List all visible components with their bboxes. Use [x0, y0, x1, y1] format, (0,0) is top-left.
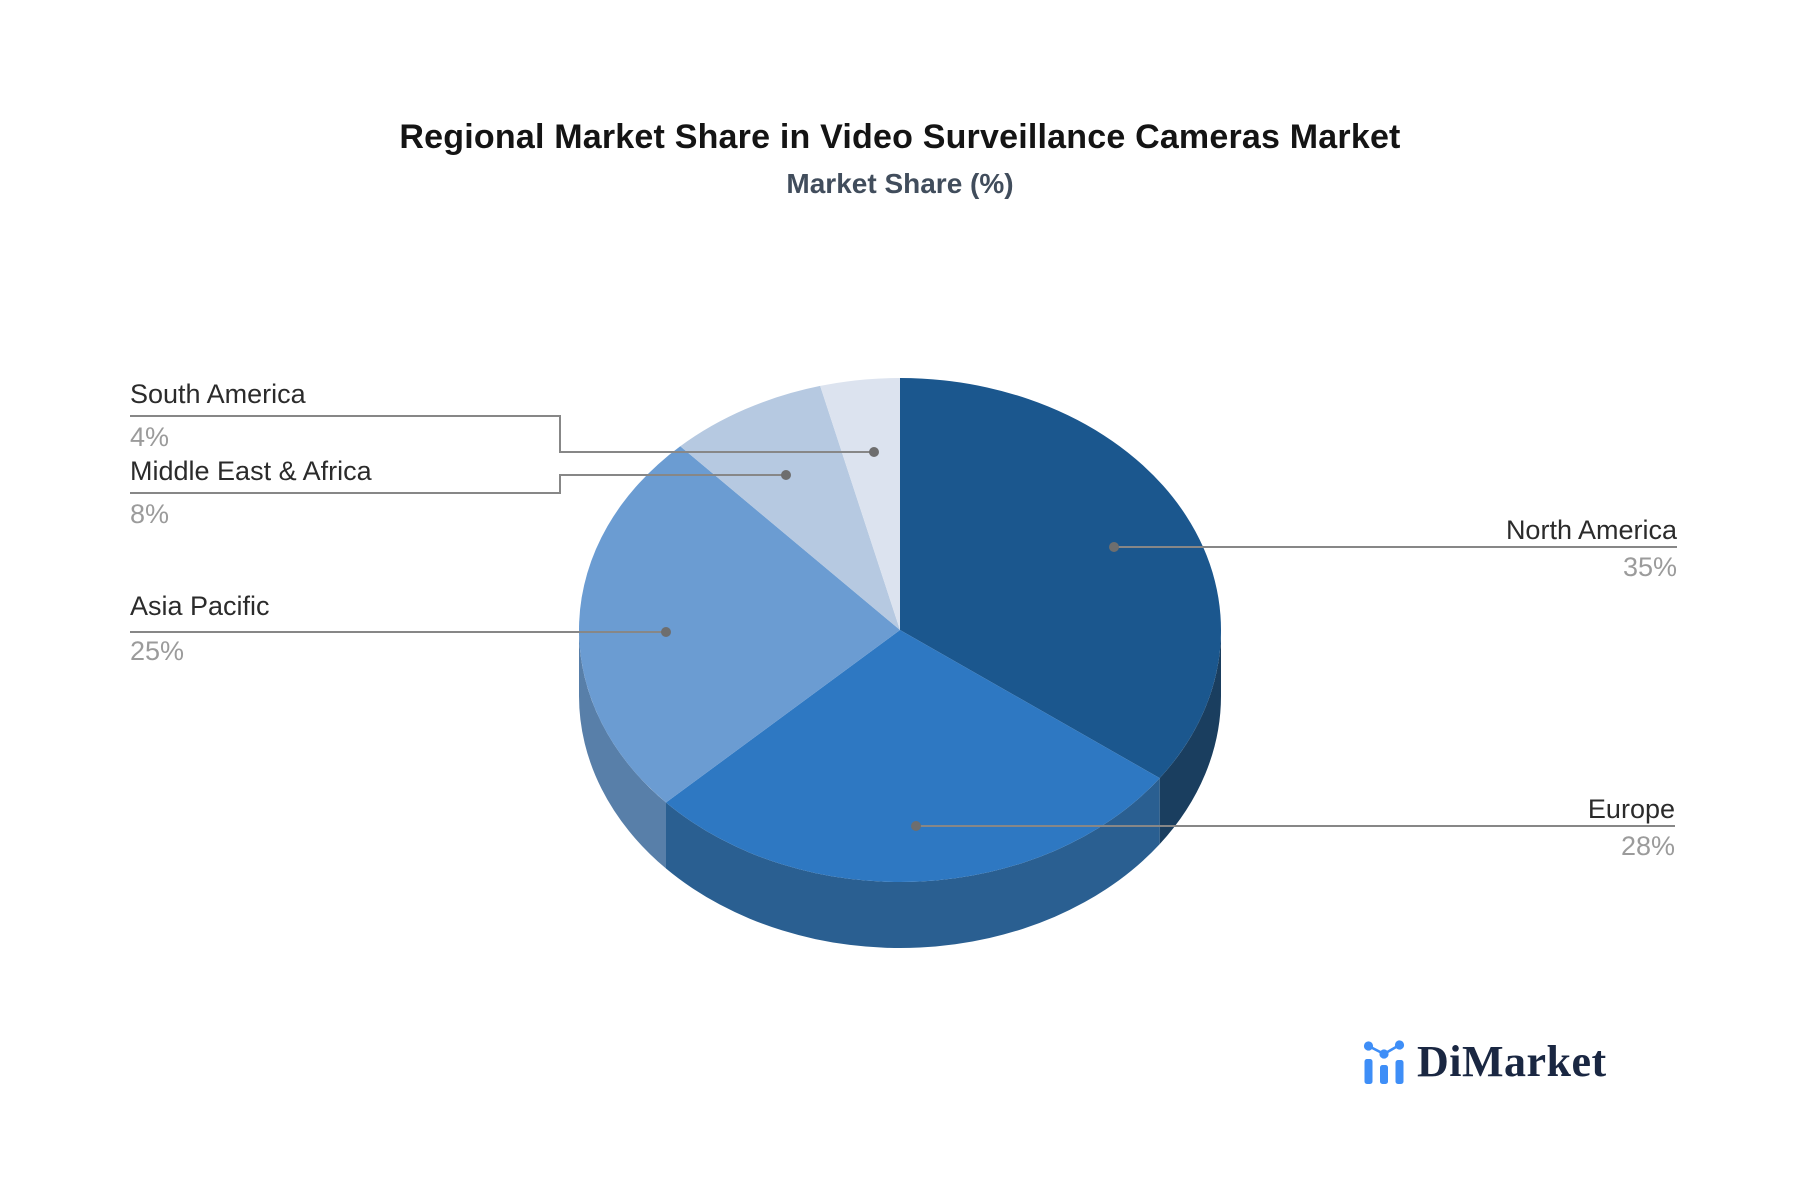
label-middle-east-africa: Middle East & Africa — [130, 456, 372, 486]
value-north-america: 35% — [1622, 552, 1677, 582]
label-europe: Europe — [1587, 794, 1675, 824]
pie-slice-side-asia-pacific — [579, 630, 667, 869]
callout-line-middle-east-africa — [130, 474, 786, 494]
value-asia-pacific: 25% — [130, 636, 185, 666]
pie-slice-side-europe — [666, 778, 1160, 949]
pie-slice-middle-east-africa[interactable] — [680, 385, 900, 630]
callout-dot-middle-east-africa — [781, 470, 791, 480]
pie-slice-north-america[interactable] — [900, 378, 1221, 779]
pie-slice-south-america[interactable] — [820, 378, 900, 630]
callout-line-south-america — [130, 415, 874, 453]
label-south-america: South America — [130, 379, 306, 409]
label-north-america: North America — [1505, 515, 1677, 545]
pie-slice-side-north-america — [1159, 630, 1221, 845]
logo-bars — [1364, 1059, 1404, 1084]
value-south-america: 4% — [130, 422, 170, 452]
dimarket-logo: DiMarket — [1363, 1040, 1607, 1084]
dimarket-logo-icon — [1363, 1040, 1405, 1084]
label-asia-pacific: Asia Pacific — [130, 591, 270, 621]
dimarket-logo-text: DiMarket — [1417, 1037, 1607, 1086]
value-middle-east-africa: 8% — [130, 499, 170, 529]
pie-slice-asia-pacific[interactable] — [579, 446, 900, 803]
callout-dot-north-america — [1109, 542, 1119, 552]
callout-dot-south-america — [869, 447, 879, 457]
chart-subtitle: Market Share (%) — [786, 168, 1014, 199]
callout-dot-asia-pacific — [661, 627, 671, 637]
callout-dot-europe — [911, 821, 921, 831]
logo-line-chart — [1363, 1040, 1405, 1059]
pie-slice-europe[interactable] — [666, 630, 1160, 882]
value-europe: 28% — [1620, 831, 1675, 861]
chart-title: Regional Market Share in Video Surveilla… — [399, 118, 1401, 156]
